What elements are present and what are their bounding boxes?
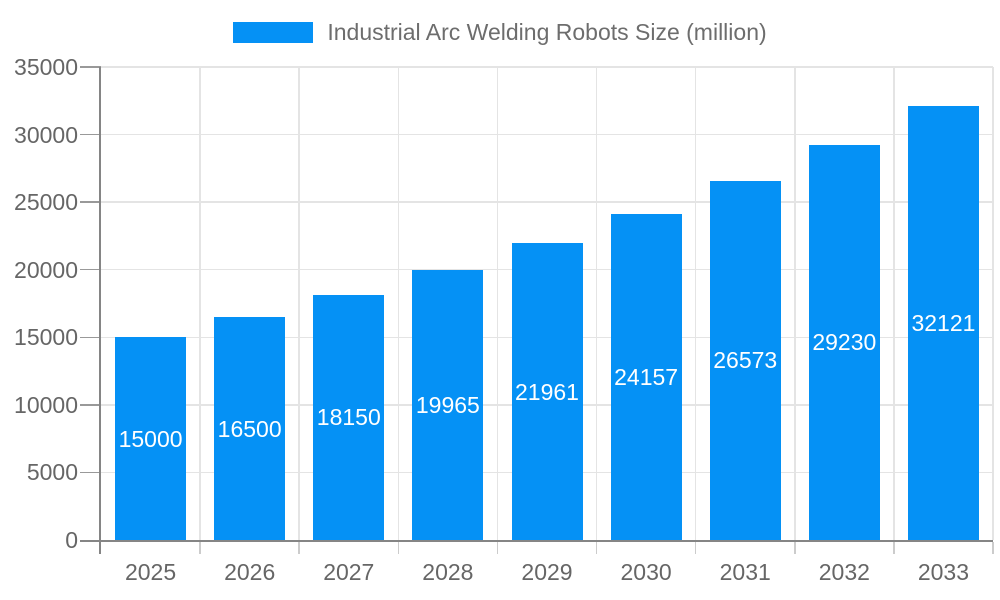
bar-value-label: 24157 — [614, 363, 679, 390]
x-axis-label: 2032 — [818, 559, 870, 585]
gridline-vertical — [595, 67, 598, 540]
bar-2033[interactable] — [907, 105, 979, 540]
x-axis-label: 2033 — [917, 559, 970, 585]
gridline-vertical — [496, 67, 499, 540]
y-axis-label: 35000 — [14, 54, 78, 80]
plot-area: 15000 16500 18150 19965 21961 24157 26573 29230… — [80, 66, 994, 554]
y-tick — [80, 404, 101, 406]
x-axis-label: 2027 — [323, 559, 375, 585]
x-axis-label: 2030 — [620, 559, 672, 585]
bar-value-label: 21961 — [515, 378, 579, 405]
gridline-vertical — [794, 67, 796, 540]
gridline-vertical — [893, 67, 895, 540]
x-axis-label: 2029 — [521, 559, 573, 585]
x-tick — [298, 542, 300, 554]
bar-value-label: 16500 — [217, 415, 282, 442]
legend-swatch — [233, 21, 314, 43]
bar-value-label: 29230 — [812, 329, 877, 356]
legend-item[interactable]: Industrial Arc Welding Robots Size (mill… — [0, 18, 1000, 45]
x-axis-label: 2028 — [422, 559, 474, 585]
x-axis: 2025 2026 2027 2028 2029 2030 2031 2032 2033 — [101, 559, 993, 589]
x-tick — [496, 542, 499, 554]
x-tick — [794, 542, 796, 554]
gridline-vertical — [992, 67, 994, 540]
x-axis-label: 2031 — [719, 559, 771, 585]
x-tick — [992, 542, 994, 554]
y-tick — [80, 133, 101, 136]
bar-value-label: 26573 — [713, 347, 778, 374]
y-axis-label: 15000 — [14, 324, 78, 351]
bar-2031[interactable] — [709, 180, 781, 540]
bar-2029[interactable] — [511, 243, 583, 540]
bar-2026[interactable] — [214, 317, 286, 540]
gridline-horizontal — [101, 66, 993, 68]
bar-value-label: 18150 — [316, 404, 381, 431]
y-tick — [80, 201, 101, 203]
y-tick — [80, 471, 101, 474]
x-axis-label: 2025 — [124, 559, 177, 585]
gridline-horizontal — [101, 133, 993, 136]
y-tick — [80, 66, 101, 68]
y-axis-label: 5000 — [26, 459, 78, 486]
y-axis-label: 25000 — [14, 189, 78, 216]
x-tick — [893, 542, 895, 554]
y-axis: 0 5000 10000 15000 20000 25000 30000 35000 — [0, 54, 78, 553]
bar-2025[interactable] — [115, 337, 187, 540]
bar-2028[interactable] — [412, 270, 484, 540]
y-axis-label: 10000 — [14, 391, 78, 418]
gridline-vertical — [298, 67, 300, 540]
gridline-vertical — [694, 67, 697, 540]
bar-2032[interactable] — [808, 144, 880, 540]
gridline-horizontal — [101, 201, 993, 203]
bar-value-label: 19965 — [415, 392, 480, 419]
bar-2030[interactable] — [610, 213, 682, 540]
x-axis-line — [80, 540, 993, 542]
x-axis-label: 2026 — [224, 559, 276, 585]
bar-value-label: 15000 — [118, 425, 183, 452]
y-tick — [80, 268, 101, 271]
x-tick — [595, 542, 598, 554]
y-axis-label: 30000 — [14, 121, 78, 148]
x-tick — [397, 542, 400, 554]
y-axis-label: 0 — [65, 527, 78, 553]
x-tick — [694, 542, 697, 554]
gridline-vertical — [397, 67, 400, 540]
x-tick — [199, 542, 201, 554]
bar-2027[interactable] — [313, 294, 385, 540]
gridline-vertical — [199, 67, 201, 540]
bar-value-label: 32121 — [911, 309, 976, 336]
y-axis-label: 20000 — [14, 256, 78, 283]
y-axis-line — [99, 67, 101, 554]
y-tick — [80, 336, 101, 339]
legend-label: Industrial Arc Welding Robots Size (mill… — [327, 18, 767, 45]
